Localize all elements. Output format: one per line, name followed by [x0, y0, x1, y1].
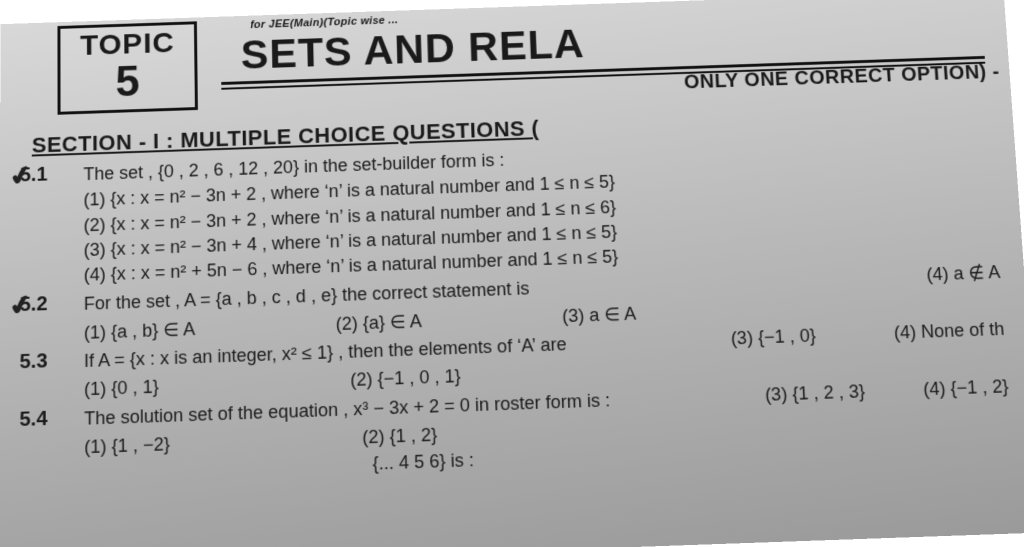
topic-number: 5: [80, 60, 175, 106]
question-number: 5.3: [19, 350, 63, 405]
option-2: (2) {1 , 2}: [362, 422, 438, 449]
option-3: (3) {−1 , 0}: [730, 323, 816, 352]
content: TOPIC 5 for JEE(Main)(Topic wise ... SET…: [0, 0, 1024, 488]
option-4: (4) None of th: [893, 319, 1005, 344]
qnum-text: 5.3: [20, 350, 48, 373]
option-3: (3) {1 , 2 , 3}: [764, 379, 865, 409]
option-4: (4) a ∉ A: [926, 261, 1001, 290]
option-2: (2) {a} ∈ A: [335, 309, 422, 336]
question-number: ✔ 5.2: [20, 293, 64, 347]
question-number: ✔ 5.1: [20, 163, 64, 290]
option-1: (1) {1 , −2}: [84, 432, 170, 460]
page: TOPIC 5 for JEE(Main)(Topic wise ... SET…: [0, 0, 1024, 547]
option-4: (4) {−1 , 2}: [923, 376, 1010, 400]
option-2: (2) {−1 , 0 , 1}: [350, 364, 461, 392]
topic-box: TOPIC 5: [57, 21, 198, 114]
option-1: (1) {a , b} ∈ A: [84, 317, 195, 345]
title-area: for JEE(Main)(Topic wise ... SETS AND RE…: [221, 0, 986, 90]
option-1: (1) {0 , 1}: [84, 375, 159, 402]
question-number: 5.4: [19, 407, 64, 462]
header: TOPIC 5 for JEE(Main)(Topic wise ... SET…: [18, 0, 987, 116]
option-3: (3) a ∈ A: [562, 301, 637, 328]
qnum-text: 5.4: [19, 407, 47, 430]
